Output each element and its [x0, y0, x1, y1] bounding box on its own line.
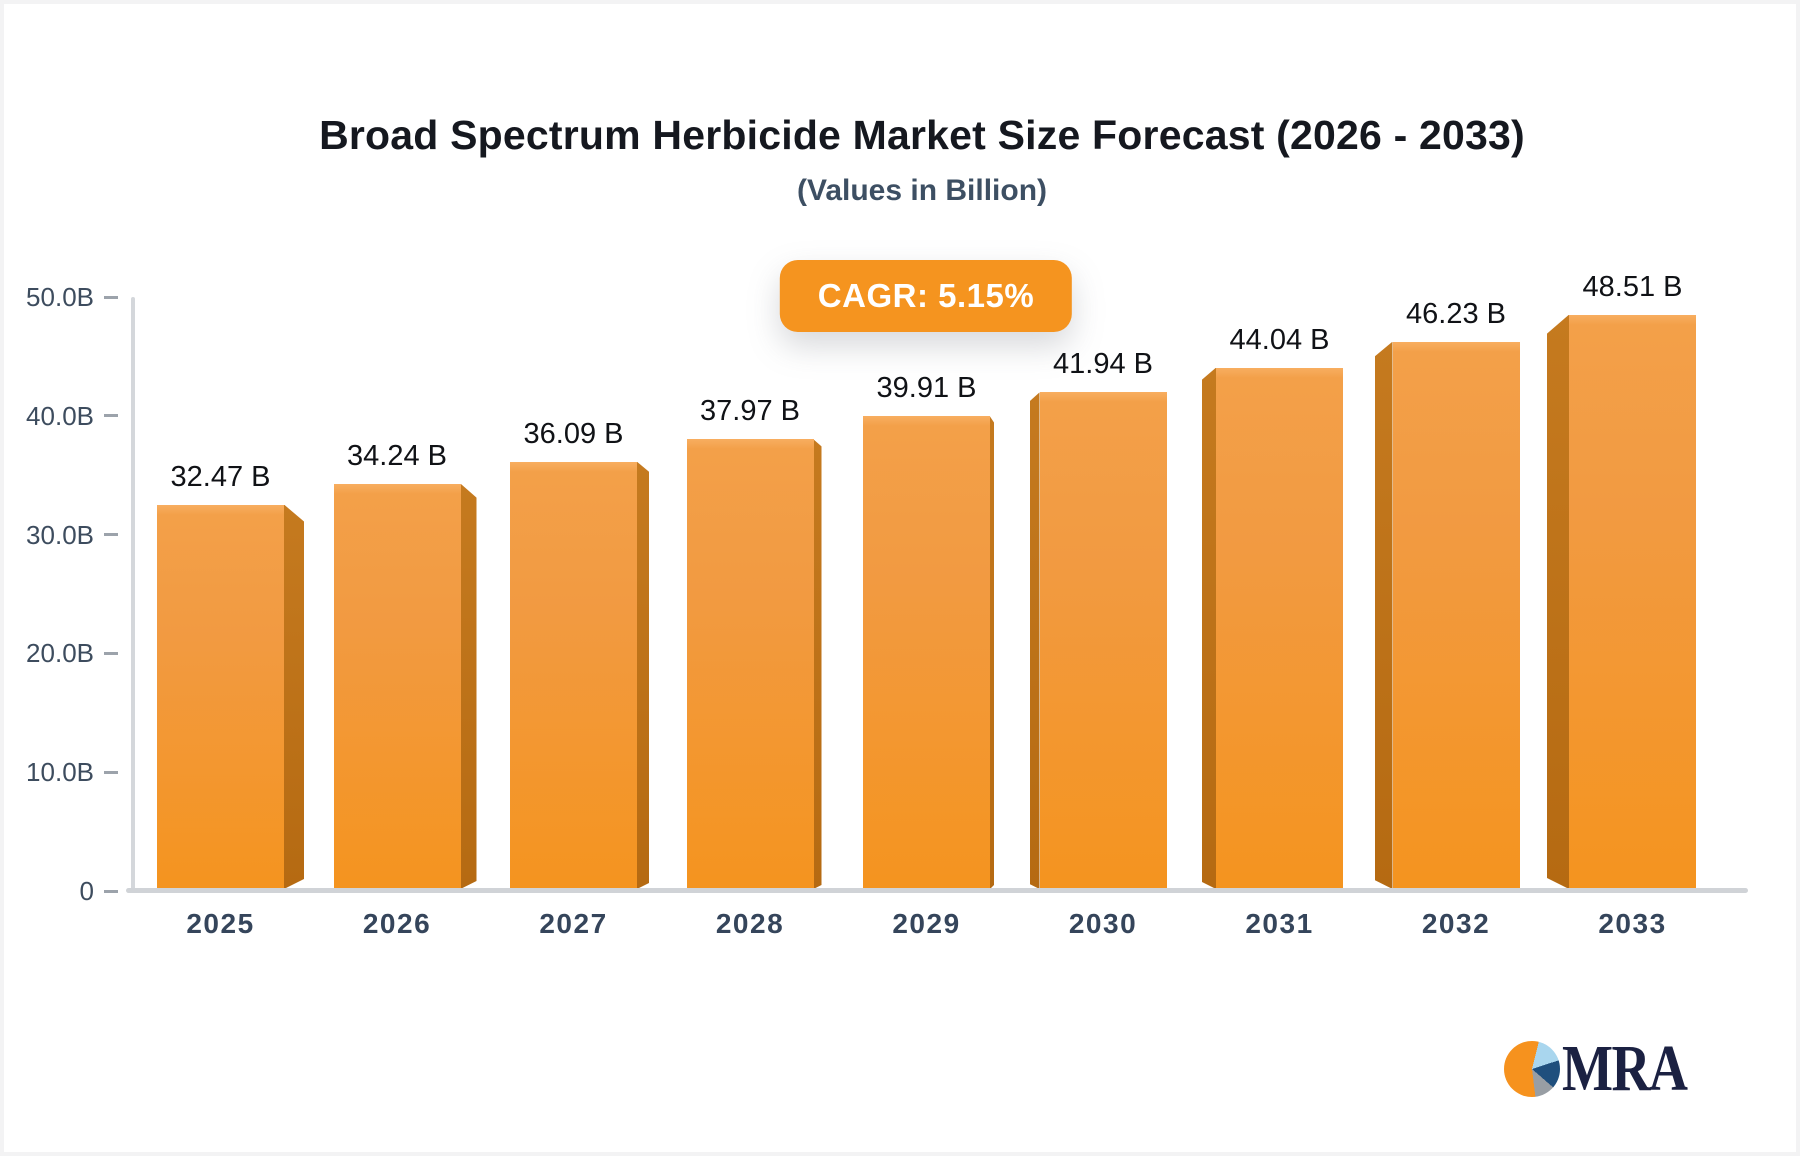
bar-value-label: 44.04 B	[1229, 323, 1330, 356]
bar-side	[814, 439, 822, 889]
bar-value-label: 37.97 B	[700, 395, 800, 428]
bar-value-label: 32.47 B	[170, 460, 271, 493]
y-tick-label: 30.0B	[26, 519, 94, 550]
bar-face	[1569, 314, 1696, 889]
bar-side	[1202, 368, 1216, 889]
bar-value-label: 48.51 B	[1582, 270, 1683, 303]
bar-side	[461, 484, 477, 889]
y-tick-label: 0	[79, 876, 94, 906]
cagr-badge: CAGR: 5.15%	[779, 260, 1073, 332]
y-tick-label: 10.0B	[26, 757, 94, 788]
page-subtitle: (Values in Billion)	[796, 174, 1048, 207]
bar-side	[637, 462, 649, 889]
x-tick-label: 2030	[1068, 908, 1138, 939]
bar-face	[686, 439, 814, 889]
bar-value-label: 46.23 B	[1406, 297, 1506, 330]
pie-chart-logo-icon	[1504, 1041, 1560, 1097]
bar-face	[863, 416, 990, 889]
bar-value-label: 41.94 B	[1053, 348, 1153, 381]
y-tick	[104, 414, 118, 418]
bar-side	[1547, 315, 1569, 889]
bar-value-label: 34.24 B	[347, 439, 447, 472]
bar-face	[1039, 392, 1167, 889]
bar-value-label: 39.91 B	[876, 372, 977, 405]
y-tick-label: 40.0B	[26, 400, 94, 431]
plot-area: 50.0B 40.0B 30.0B 20.0B 10.0B 0 32.47 B 2025 34.…	[4, 4, 1796, 1152]
bar-value-label: 36.09 B	[523, 417, 624, 450]
bar-side	[1030, 392, 1040, 889]
x-tick-label: 2033	[1598, 908, 1667, 939]
bar-face	[1216, 367, 1343, 889]
bar-face	[333, 483, 461, 889]
y-tick-label: 20.0B	[26, 638, 94, 669]
page-title: Broad Spectrum Herbicide Market Size For…	[319, 112, 1525, 158]
y-tick-label: 50.0B	[26, 282, 94, 312]
x-tick-label: 2025	[186, 908, 255, 939]
y-tick	[104, 533, 118, 537]
bar-face	[1392, 341, 1520, 889]
x-axis-baseline	[126, 888, 1748, 893]
y-axis-line	[131, 297, 135, 893]
brand-logo: MRA	[1504, 1032, 1714, 1105]
x-tick-label: 2029	[892, 908, 961, 939]
x-tick-label: 2027	[539, 908, 608, 939]
logo-text: MRA	[1562, 1032, 1688, 1105]
y-tick	[104, 651, 118, 655]
bar-side	[284, 505, 304, 889]
x-tick-label: 2028	[715, 908, 785, 939]
cagr-badge-label: CAGR: 5.15%	[817, 277, 1035, 314]
bar-side	[990, 416, 994, 889]
bar-face	[510, 461, 637, 889]
x-tick-label: 2031	[1245, 908, 1314, 939]
y-tick	[104, 770, 118, 774]
bar-face	[157, 504, 284, 889]
x-tick-label: 2032	[1421, 908, 1491, 939]
x-tick-label: 2026	[362, 908, 432, 939]
y-tick	[104, 295, 118, 299]
y-tick	[104, 889, 118, 893]
bar-side	[1375, 342, 1393, 889]
